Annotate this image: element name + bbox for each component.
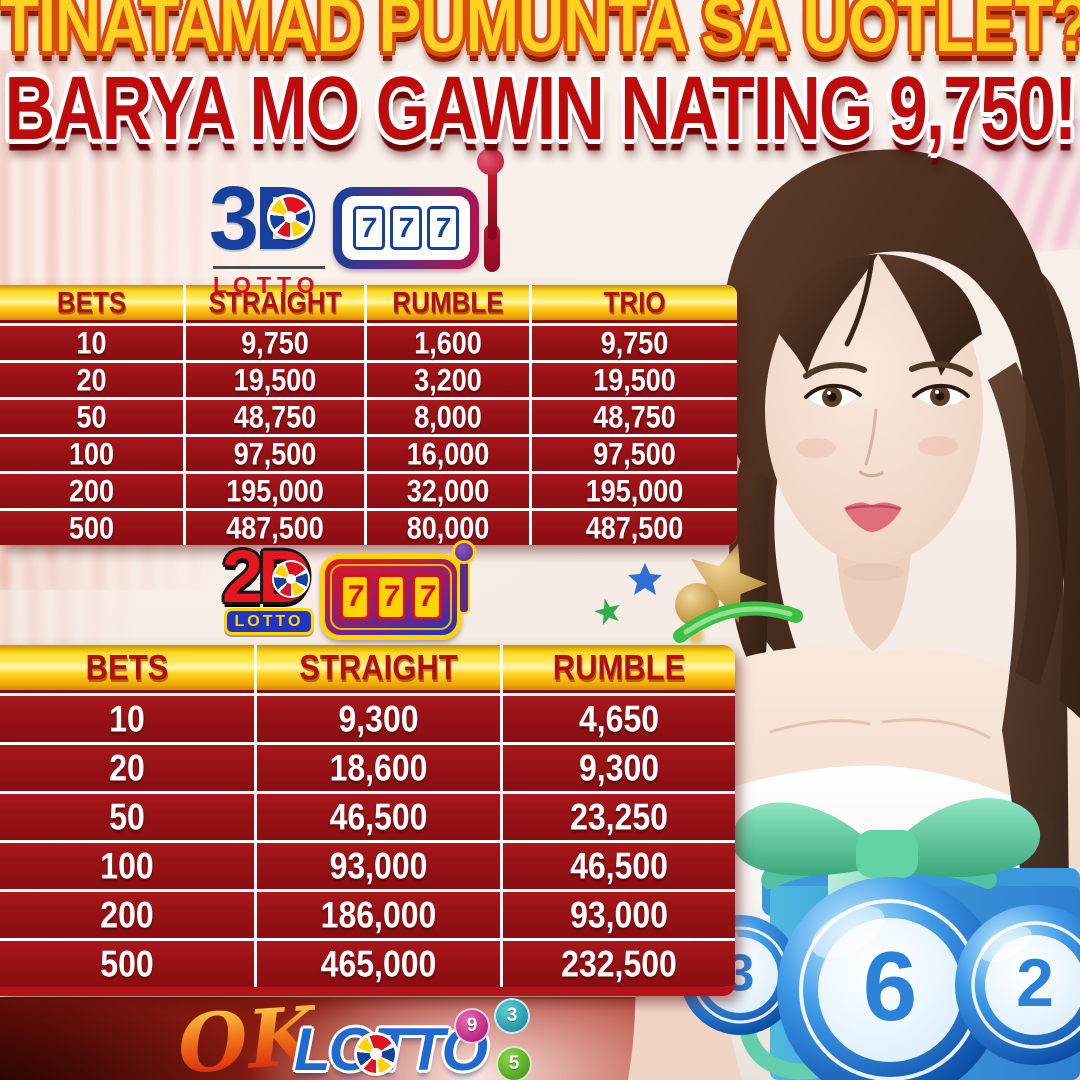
table-cell: 93,000 bbox=[503, 892, 735, 938]
logo-divider bbox=[213, 266, 325, 269]
lottery-ball-6: 6 bbox=[777, 877, 1003, 1080]
table-cell: 9,300 bbox=[503, 745, 735, 791]
table-cell: 200 bbox=[0, 892, 254, 938]
table-cell: 50 bbox=[0, 399, 183, 434]
slot-lever-knob bbox=[452, 540, 476, 564]
table-cell: 20 bbox=[0, 745, 254, 791]
2d-lotto-label: LOTTO bbox=[224, 608, 314, 635]
table-cell: 23,250 bbox=[503, 794, 735, 840]
column-header: STRAIGHT bbox=[186, 285, 364, 323]
table-cell: 9,750 bbox=[186, 325, 364, 360]
table-cell: 19,500 bbox=[186, 362, 364, 397]
table-cell: 195,000 bbox=[532, 473, 737, 508]
mini-ball: 3 bbox=[494, 998, 530, 1034]
pcso-pinwheel-icon bbox=[267, 194, 313, 240]
table-cell: 232,500 bbox=[503, 941, 735, 987]
table-cell: 3,200 bbox=[367, 362, 529, 397]
table-cell: 93,000 bbox=[257, 843, 500, 889]
slot-machine-icon: 7 7 7 bbox=[333, 187, 479, 269]
column-header: TRIO bbox=[532, 285, 737, 323]
table-cell: 80,000 bbox=[367, 510, 529, 545]
slot-reels: 7 7 7 bbox=[330, 564, 452, 630]
oklotto-logo: OK LOTTO 9 3 5 bbox=[175, 988, 598, 1080]
table-cell: 16,000 bbox=[367, 436, 529, 471]
3d-lotto-label: LOTTO bbox=[213, 272, 321, 298]
table-cell: 46,500 bbox=[257, 794, 500, 840]
column-header: RUMBLE bbox=[503, 645, 735, 693]
column-header: RUMBLE bbox=[367, 285, 529, 323]
2d-lotto-logo: 2D LOTTO 7 7 7 bbox=[222, 540, 492, 648]
column-header: STRAIGHT bbox=[257, 645, 500, 693]
table-cell: 200 bbox=[0, 473, 183, 508]
table-header-row: BETS STRAIGHT RUMBLE TRIO bbox=[0, 285, 737, 323]
payout-table-3d: BETS STRAIGHT RUMBLE TRIO 10 9,750 1,600 9,750… bbox=[0, 285, 737, 545]
table-cell: 97,500 bbox=[532, 436, 737, 471]
table-cell: 1,600 bbox=[367, 325, 529, 360]
table-cell: 100 bbox=[0, 436, 183, 471]
table-cell: 465,000 bbox=[257, 941, 500, 987]
3d-lotto-logo: 3D LOTTO 7 7 7 bbox=[205, 148, 515, 298]
pcso-pinwheel-icon bbox=[272, 560, 310, 598]
table-cell: 10 bbox=[0, 696, 254, 742]
table-cell: 48,750 bbox=[532, 399, 737, 434]
headline-secondary: BARYA MO GAWIN NATING 9,750! bbox=[4, 58, 1078, 158]
table-cell: 50 bbox=[0, 794, 254, 840]
reel-digit: 7 bbox=[390, 206, 422, 250]
table-cell: 10 bbox=[0, 325, 183, 360]
table-cell: 4,650 bbox=[503, 696, 735, 742]
column-header: BETS bbox=[0, 285, 183, 323]
table-cell: 487,500 bbox=[186, 510, 364, 545]
slot-reels: 7 7 7 bbox=[342, 196, 470, 260]
table-body: 10 9,750 1,600 9,750 20 19,500 3,200 19,500 50 48… bbox=[0, 323, 737, 545]
table-cell: 32,000 bbox=[367, 473, 529, 508]
slot-lever-knob bbox=[477, 148, 504, 175]
table-cell: 195,000 bbox=[186, 473, 364, 508]
reel-digit: 7 bbox=[353, 206, 385, 250]
table-cell: 9,750 bbox=[532, 325, 737, 360]
table-cell: 19,500 bbox=[532, 362, 737, 397]
table-cell: 9,300 bbox=[257, 696, 500, 742]
svg-text:6: 6 bbox=[863, 931, 918, 1041]
table-cell: 500 bbox=[0, 510, 183, 545]
table-cell: 186,000 bbox=[257, 892, 500, 938]
mini-ball: 9 bbox=[454, 1008, 490, 1044]
payout-table-2d: BETS STRAIGHT RUMBLE 10 9,300 4,650 20 18,600 9… bbox=[0, 645, 735, 996]
headline-primary: TINATAMAD PUMUNTA SA UOTLET? bbox=[0, 0, 1080, 69]
table-cell: 97,500 bbox=[186, 436, 364, 471]
table-cell: 18,600 bbox=[257, 745, 500, 791]
mini-ball: 5 bbox=[496, 1046, 532, 1080]
reel-digit: 7 bbox=[376, 574, 406, 620]
svg-text:2: 2 bbox=[1016, 945, 1054, 1021]
pcso-pinwheel-icon bbox=[354, 1032, 398, 1076]
slot-lever bbox=[488, 164, 497, 240]
table-body: 10 9,300 4,650 20 18,600 9,300 50 46,500 23,250 1… bbox=[0, 693, 735, 987]
table-header-row: BETS STRAIGHT RUMBLE bbox=[0, 645, 735, 693]
photo-collage: 3 6 2 bbox=[620, 149, 1080, 1080]
reel-digit: 7 bbox=[412, 574, 442, 620]
table-cell: 48,750 bbox=[186, 399, 364, 434]
column-header: BETS bbox=[0, 645, 254, 693]
star-decor bbox=[628, 543, 803, 643]
lottery-ball-2: 2 bbox=[955, 905, 1080, 1065]
table-cell: 8,000 bbox=[367, 399, 529, 434]
table-cell: 46,500 bbox=[503, 843, 735, 889]
table-cell: 20 bbox=[0, 362, 183, 397]
reel-digit: 7 bbox=[427, 206, 459, 250]
slot-lever bbox=[458, 560, 470, 614]
slot-machine-icon: 7 7 7 bbox=[320, 554, 462, 640]
table-cell: 487,500 bbox=[532, 510, 737, 545]
table-cell: 100 bbox=[0, 843, 254, 889]
reel-digit: 7 bbox=[340, 574, 370, 620]
table-cell: 500 bbox=[0, 941, 254, 987]
